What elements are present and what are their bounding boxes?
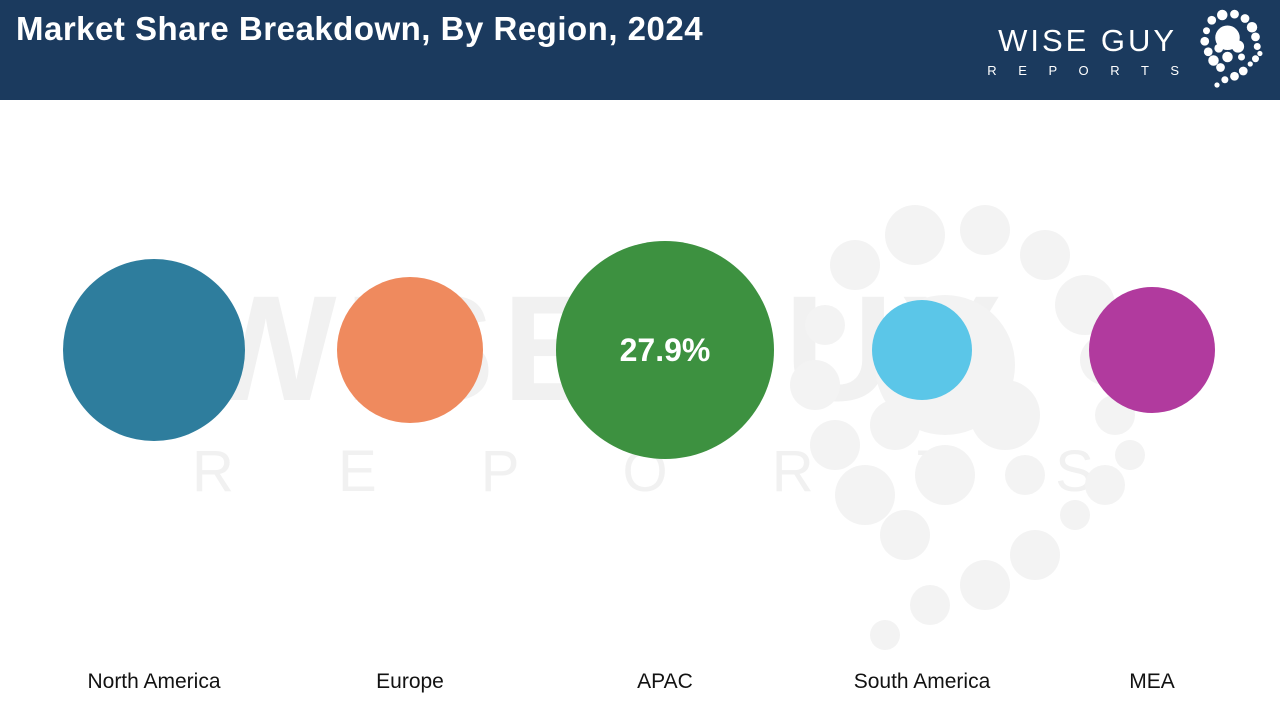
dotted-head-logo-icon — [1200, 9, 1263, 88]
bubble-value-label-apac: 27.9% — [619, 331, 711, 368]
category-label-apac: APAC — [637, 670, 693, 693]
logo-subtitle: R E P O R T S — [987, 62, 1188, 78]
bubble-north-america — [63, 259, 245, 441]
category-label-mea: MEA — [1129, 670, 1175, 693]
bubble-apac: 27.9% — [556, 241, 774, 459]
logo-text: WISE GUY R E P O R T S — [987, 23, 1188, 78]
category-label-north-america: North America — [87, 670, 221, 693]
wise-guy-reports-logo: WISE GUY R E P O R T S — [987, 6, 1266, 94]
category-label-europe: Europe — [376, 670, 444, 693]
page-title: Market Share Breakdown, By Region, 2024 — [16, 10, 704, 47]
logo-wordmark: WISE GUY — [998, 22, 1178, 58]
bubble-europe — [337, 277, 483, 423]
bubble-south-america — [872, 300, 972, 400]
header-banner: Market Share Breakdown, By Region, 2024 … — [0, 0, 1280, 100]
bubble-mea — [1089, 287, 1215, 413]
category-label-south-america: South America — [853, 670, 991, 693]
